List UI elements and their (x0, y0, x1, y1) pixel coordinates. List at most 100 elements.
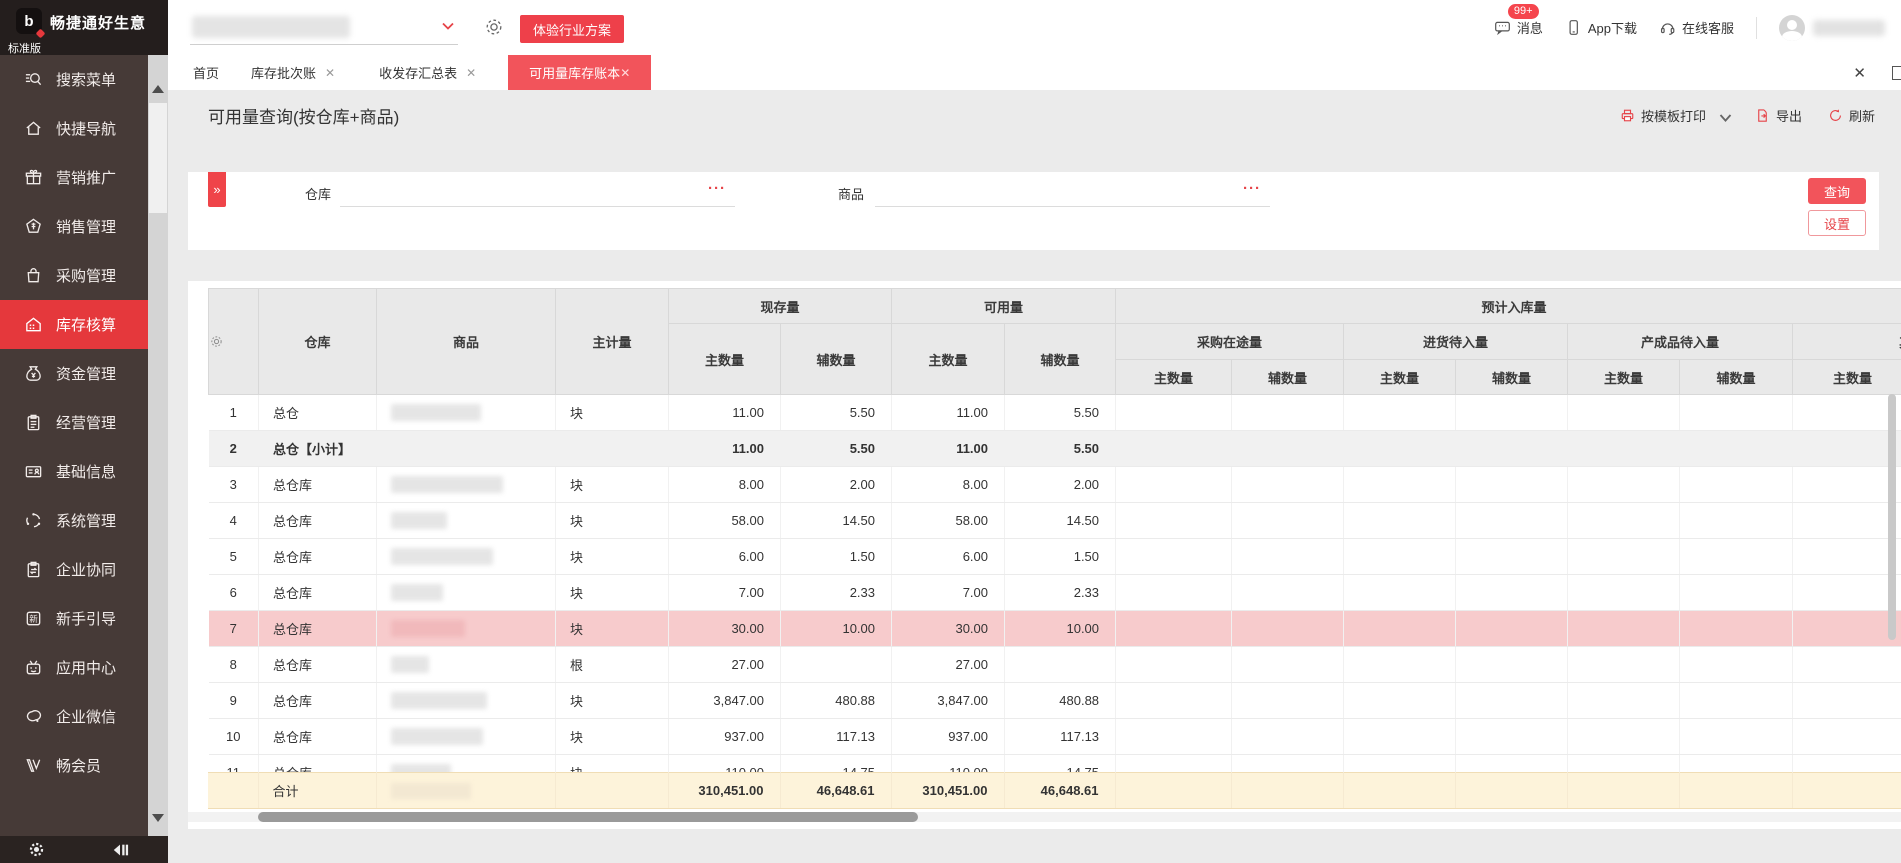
tab-2[interactable]: 收发存汇总表 ✕ (367, 55, 488, 90)
sidebar-item-3[interactable]: 销售管理 (0, 202, 148, 251)
col-qty-aux: 辅数量 (779, 323, 893, 395)
scroll-up-icon[interactable] (152, 85, 164, 93)
sidebar-item-11[interactable]: 新 新手引导 (0, 594, 148, 643)
sidebar-item-6[interactable]: 资金管理 (0, 349, 148, 398)
cell: 块 (555, 610, 669, 647)
vertical-scroll-thumb[interactable] (1888, 394, 1896, 640)
cell: 总仓库 (258, 682, 377, 719)
messages-label: 消息 (1516, 21, 1543, 36)
sidebar-item-7[interactable]: 经营管理 (0, 398, 148, 447)
tab-options-partial-icon[interactable] (1892, 65, 1901, 80)
table-row-6[interactable]: 6 总仓库块 7.00 2.33 7.00 2.33 (208, 574, 1901, 611)
tab-0[interactable]: 首页 (193, 55, 219, 90)
experience-solution-button[interactable]: 体验行业方案 (520, 15, 625, 43)
print-by-template-button[interactable]: 按模板打印 (1620, 106, 1732, 125)
redacted-product-blob (391, 476, 503, 493)
cell: 937.00 (668, 718, 781, 755)
chevron-down-icon[interactable] (1718, 110, 1732, 123)
close-tab-icon[interactable]: ✕ (325, 65, 336, 80)
redacted-product-blob (391, 584, 443, 601)
sidebar-item-14[interactable]: 畅会员 (0, 741, 148, 790)
cell: 2.00 (780, 466, 893, 503)
horizontal-scrollbar[interactable] (188, 812, 1901, 822)
sidebar-item-label: 销售管理 (56, 219, 117, 236)
sidebar-item-10[interactable]: 企业协同 (0, 545, 148, 594)
sidebar-menu: 搜索菜单 快捷导航 营销推广销售管理采购管理 库存核算 资金管理 经营管理 基础信息系统管理… (0, 55, 148, 790)
sidebar-item-9[interactable]: 系统管理 (0, 496, 148, 545)
settings-button[interactable]: 设置 (1808, 210, 1866, 236)
close-tab-icon[interactable]: ✕ (620, 65, 631, 80)
subgroup-purchase-transit: 采购在途量 (1115, 323, 1345, 360)
sidebar-item-5[interactable]: 库存核算 (0, 300, 148, 349)
sidebar-scrollbar[interactable] (148, 55, 168, 836)
title-row: 可用量查询(按仓库+商品) 按模板打印 导出 刷新 (168, 90, 1901, 172)
col-qty-main: 主数量 (891, 323, 1006, 395)
cell: 总仓【小计】 (258, 430, 377, 467)
cell: 总仓库 (258, 574, 377, 611)
cell (555, 430, 669, 467)
company-selector-redacted[interactable] (192, 16, 350, 38)
tab-3[interactable]: 可用量库存账本 ✕ (508, 55, 652, 90)
gift-icon (24, 168, 43, 187)
sidebar-item-13[interactable]: 企业微信 (0, 692, 148, 741)
scroll-down-icon[interactable] (152, 814, 164, 822)
column-settings-gear-icon[interactable] (208, 288, 259, 395)
online-service-item[interactable]: 在线客服 (1659, 18, 1734, 37)
product-filter-input[interactable] (875, 206, 1270, 207)
table-row-2[interactable]: 2 总仓【小计】 11.00 5.50 11.00 5.50 (208, 430, 1901, 467)
brand-name: 畅捷通好生意 (50, 15, 147, 32)
messages-item[interactable]: 99+ 消息 (1494, 4, 1543, 37)
close-all-icon[interactable]: ✕ (1853, 64, 1866, 82)
gear-icon[interactable] (484, 17, 504, 37)
cell: 10.00 (1004, 610, 1117, 647)
warehouse-picker-ellipsis[interactable]: ··· (708, 180, 726, 197)
product-picker-ellipsis[interactable]: ··· (1243, 180, 1261, 197)
tab-1[interactable]: 库存批次账 ✕ (239, 55, 347, 90)
refresh-button[interactable]: 刷新 (1828, 106, 1875, 125)
cell: 3,847.00 (891, 682, 1006, 719)
chevron-down-icon[interactable] (440, 18, 456, 34)
cell: 3 (208, 466, 259, 503)
divider (1756, 16, 1757, 39)
subgroup-other-clipped: 其 (1792, 323, 1901, 360)
total-available-aux: 46,648.61 (1004, 772, 1116, 809)
app-download-item[interactable]: App下载 (1565, 18, 1637, 37)
table-row-8[interactable]: 8 总仓库根 27.00 27.00 (208, 646, 1901, 683)
close-tab-icon[interactable]: ✕ (466, 65, 477, 80)
query-button[interactable]: 查询 (1808, 178, 1866, 204)
redacted-product-blob (391, 548, 493, 565)
table-row-5[interactable]: 5 总仓库块 6.00 1.50 6.00 1.50 (208, 538, 1901, 575)
sidebar-item-0[interactable]: 搜索菜单 (0, 55, 148, 104)
table-row-10[interactable]: 10 总仓库块 937.00 117.13 937.00 117.13 (208, 718, 1901, 755)
app-download-label: App下载 (1587, 21, 1637, 36)
user-account[interactable] (1779, 14, 1885, 41)
cell: 总仓库 (258, 538, 377, 575)
cell: 117.13 (1004, 718, 1117, 755)
table-row-3[interactable]: 3 总仓库块 8.00 2.00 8.00 2.00 (208, 466, 1901, 503)
sidebar-item-4[interactable]: 采购管理 (0, 251, 148, 300)
sidebar-item-8[interactable]: 基础信息 (0, 447, 148, 496)
sidebar-item-2[interactable]: 营销推广 (0, 153, 148, 202)
table-row-7[interactable]: 7 总仓库块 30.00 10.00 30.00 10.00 (208, 610, 1901, 647)
sidebar-footer (0, 836, 168, 863)
sidebar-item-1[interactable]: 快捷导航 (0, 104, 148, 153)
export-button[interactable]: 导出 (1755, 106, 1802, 125)
table-row-4[interactable]: 4 总仓库块 58.00 14.50 58.00 14.50 (208, 502, 1901, 539)
col-qty-main: 主数量 (1343, 359, 1457, 395)
footer-gear-icon[interactable] (28, 841, 45, 858)
horizontal-scroll-thumb[interactable] (258, 812, 918, 822)
redacted-product-blob (390, 782, 471, 799)
table-row-9[interactable]: 9 总仓库块 3,847.00 480.88 3,847.00 480.88 (208, 682, 1901, 719)
warehouse-icon (24, 315, 43, 334)
cell: 4 (208, 502, 259, 539)
collapse-sidebar-icon[interactable] (111, 842, 129, 858)
sidebar-item-12[interactable]: 应用中心 (0, 643, 148, 692)
sidebar-item-label: 系统管理 (56, 513, 117, 530)
cell: 2 (208, 430, 259, 467)
col-product: 商品 (376, 288, 556, 395)
table-row-1[interactable]: 1 总仓块 11.00 5.50 11.00 5.50 (208, 394, 1901, 431)
expand-filters-tab[interactable]: » (208, 172, 226, 207)
warehouse-filter-input[interactable] (340, 206, 735, 207)
sidebar-scroll-thumb[interactable] (149, 103, 167, 213)
cell: 7 (208, 610, 259, 647)
